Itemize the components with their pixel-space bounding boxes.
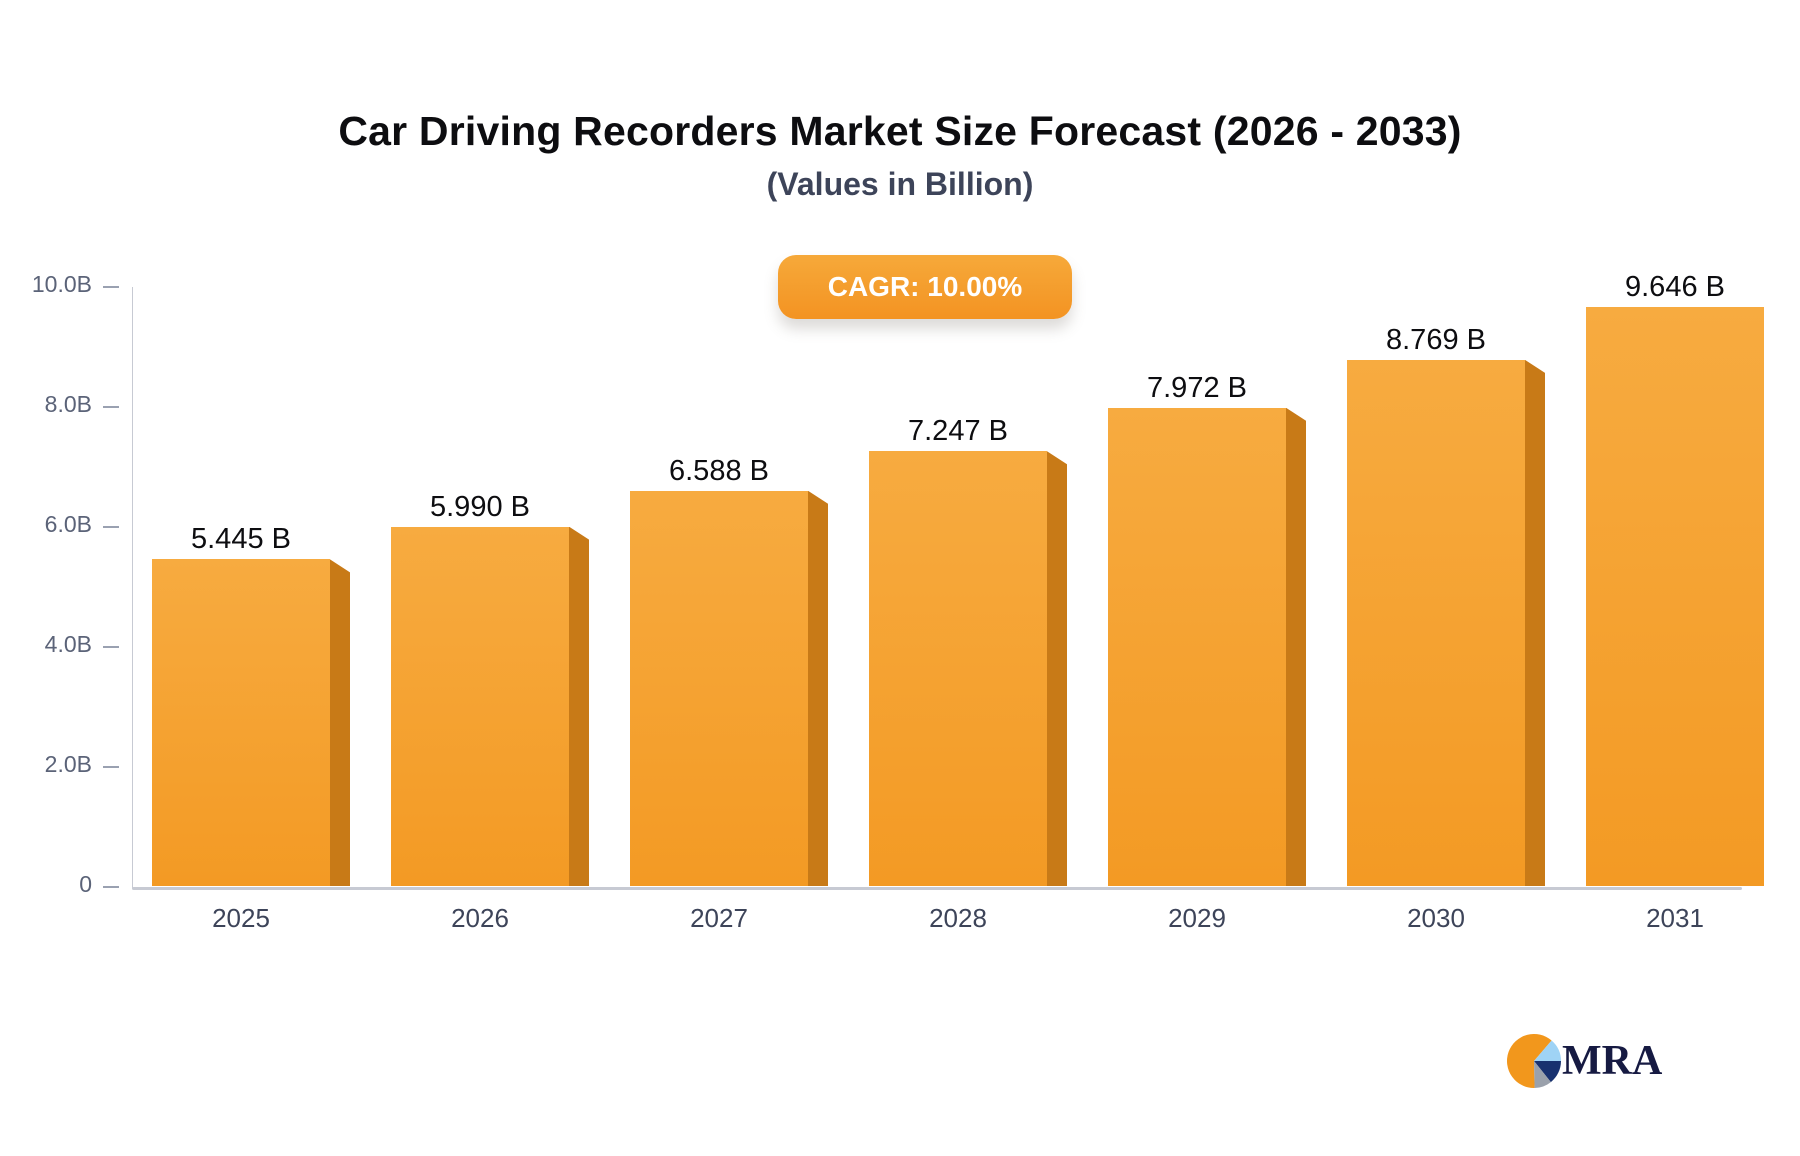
- svg-text:MRA: MRA: [1562, 1038, 1663, 1084]
